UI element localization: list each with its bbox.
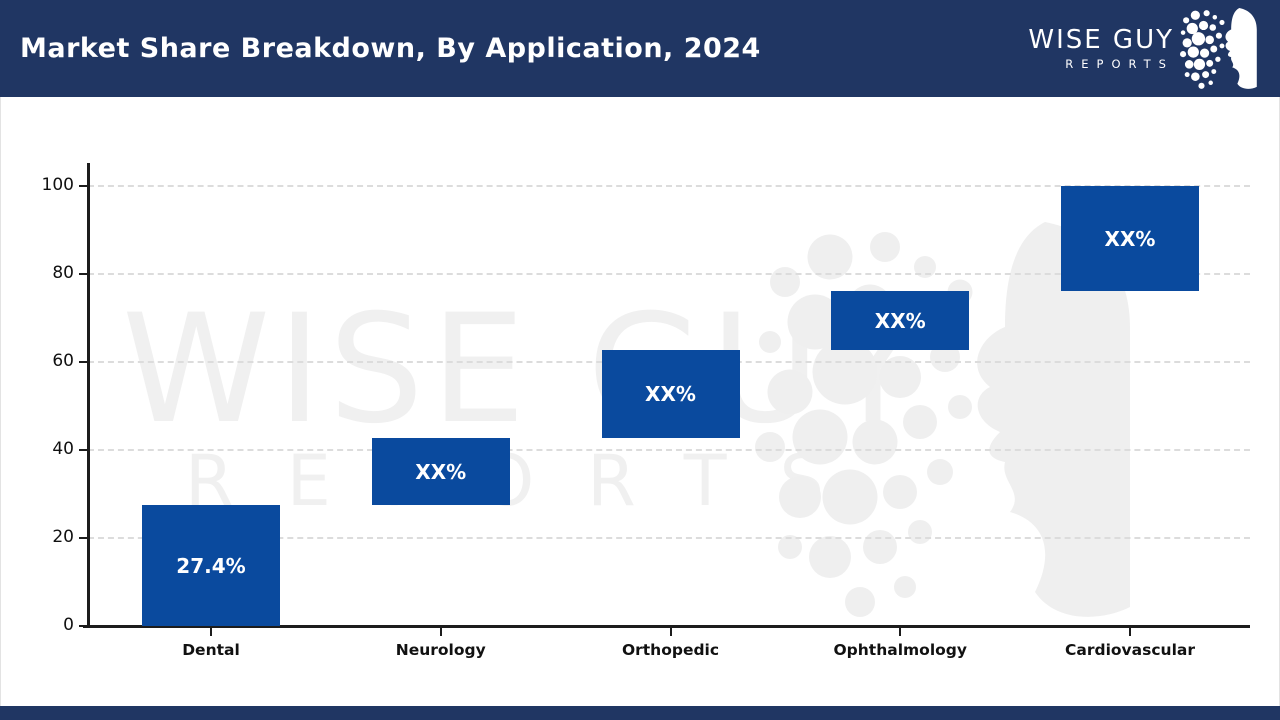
bar-orthopedic: XX% — [601, 350, 740, 439]
y-tick-label-80: 80 — [52, 263, 74, 283]
y-tick-60 — [79, 361, 88, 363]
bar-value-label: XX% — [415, 459, 467, 484]
y-tick-20 — [79, 537, 88, 539]
y-tick-label-40: 40 — [52, 439, 74, 459]
y-tick-label-60: 60 — [52, 351, 74, 371]
gridline-100 — [88, 185, 1250, 187]
bar-neurology: XX% — [371, 438, 510, 506]
category-label-ophthalmology: Ophthalmology — [833, 641, 967, 659]
category-label-orthopedic: Orthopedic — [621, 641, 720, 659]
category-label-dental: Dental — [182, 641, 240, 659]
y-tick-label-0: 0 — [63, 615, 74, 635]
x-tick-cardiovascular — [1129, 627, 1131, 636]
y-tick-80 — [79, 273, 88, 275]
bar-cardiovascular: XX% — [1061, 186, 1199, 292]
y-tick-100 — [79, 185, 88, 187]
x-axis-line — [83, 625, 1250, 628]
brand-tagline: REPORTS — [1065, 56, 1174, 71]
y-tick-label-100: 100 — [41, 175, 74, 195]
x-tick-orthopedic — [669, 627, 672, 636]
brand-head-icon — [1180, 8, 1257, 89]
bar-value-label: XX% — [645, 382, 696, 407]
brand-name: WISE GUY — [1028, 25, 1174, 56]
y-tick-40 — [79, 449, 88, 451]
bar-value-label: XX% — [874, 308, 926, 333]
category-label-neurology: Neurology — [395, 641, 486, 659]
watermark-text: WISE GUY — [122, 283, 926, 457]
brand-logo: WISE GUY REPORTS — [1028, 6, 1266, 92]
gridline-80 — [88, 273, 1250, 275]
page-title: Market Share Breakdown, By Application, … — [20, 33, 761, 64]
gridline-40 — [88, 449, 1250, 451]
brand-logo-text: WISE GUY REPORTS — [1028, 25, 1174, 71]
x-tick-neurology — [439, 627, 442, 636]
bar-value-label: XX% — [1104, 226, 1156, 251]
category-label-cardiovascular: Cardiovascular — [1065, 641, 1195, 659]
footer-bar — [0, 706, 1280, 720]
watermark-tagline: REPORTS — [185, 440, 877, 522]
bar-dental: 27.4% — [142, 505, 280, 626]
header-bar: Market Share Breakdown, By Application, … — [0, 0, 1280, 97]
y-axis-line — [87, 163, 90, 626]
y-tick-label-20: 20 — [52, 527, 74, 547]
bar-ophthalmology: XX% — [831, 291, 970, 351]
x-tick-dental — [210, 627, 212, 636]
bar-value-label: 27.4% — [176, 553, 246, 578]
x-tick-ophthalmology — [899, 627, 902, 636]
gridline-20 — [88, 537, 1250, 539]
